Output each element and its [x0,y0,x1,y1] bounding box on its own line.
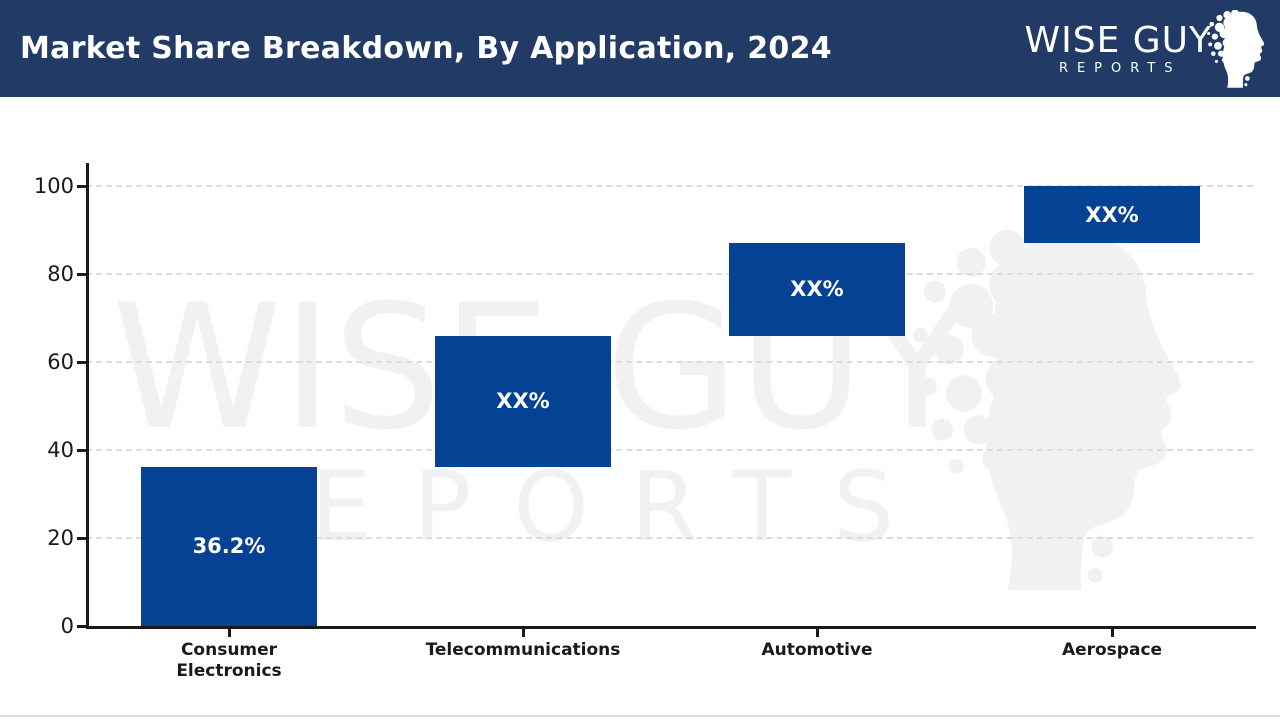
y-axis-tick-label: 60 [47,350,74,374]
gridline [86,273,1253,275]
bar-value-label: 36.2% [192,534,266,559]
x-axis-tick [1111,629,1114,637]
x-axis-tick [816,629,819,637]
gridline [86,537,1253,539]
wiseguy-head-icon [1207,10,1265,88]
y-axis-tick [77,625,86,628]
bar-value-label: XX% [1085,202,1139,227]
bar-aerospace: XX% [1024,186,1200,244]
x-axis-line [86,626,1256,629]
y-axis-tick-label: 40 [47,438,74,462]
y-axis-tick-label: 100 [33,174,74,198]
bar-automotive: XX% [729,243,905,336]
gridline [86,449,1253,451]
bar-telecommunications: XX% [435,335,611,467]
x-axis-category-label: Telecommunications [425,640,621,660]
y-axis-tick-label: 0 [60,614,74,638]
logo-reports-text: REPORTS [1058,61,1182,76]
y-axis-line [86,163,89,629]
gridline [86,185,1253,187]
logo-wiseguy-text: WISE GUY [1024,20,1212,61]
x-axis-category-label: Automotive [761,640,873,660]
bar-value-label: XX% [496,389,550,414]
y-axis-tick [77,537,86,540]
y-axis-tick [77,273,86,276]
y-axis-tick [77,185,86,188]
x-axis-tick [522,629,525,637]
bar-value-label: XX% [790,277,844,302]
x-axis-tick [228,629,231,637]
gridline [86,361,1253,363]
page-title: Market Share Breakdown, By Application, … [20,31,832,66]
header-banner: Market Share Breakdown, By Application, … [0,0,1280,97]
y-axis-tick [77,449,86,452]
bar-consumer-electronics: 36.2% [141,466,317,626]
y-axis-tick-label: 80 [47,262,74,286]
bottom-divider [0,715,1280,717]
x-axis-category-label: Consumer Electronics [176,640,282,681]
y-axis-tick [77,361,86,364]
x-axis-category-label: Aerospace [1061,640,1163,660]
wiseguy-reports-logo: WISE GUY REPORTS [1025,6,1267,92]
logo-text: WISE GUY REPORTS [1024,20,1213,77]
y-axis-tick-label: 20 [47,526,74,550]
